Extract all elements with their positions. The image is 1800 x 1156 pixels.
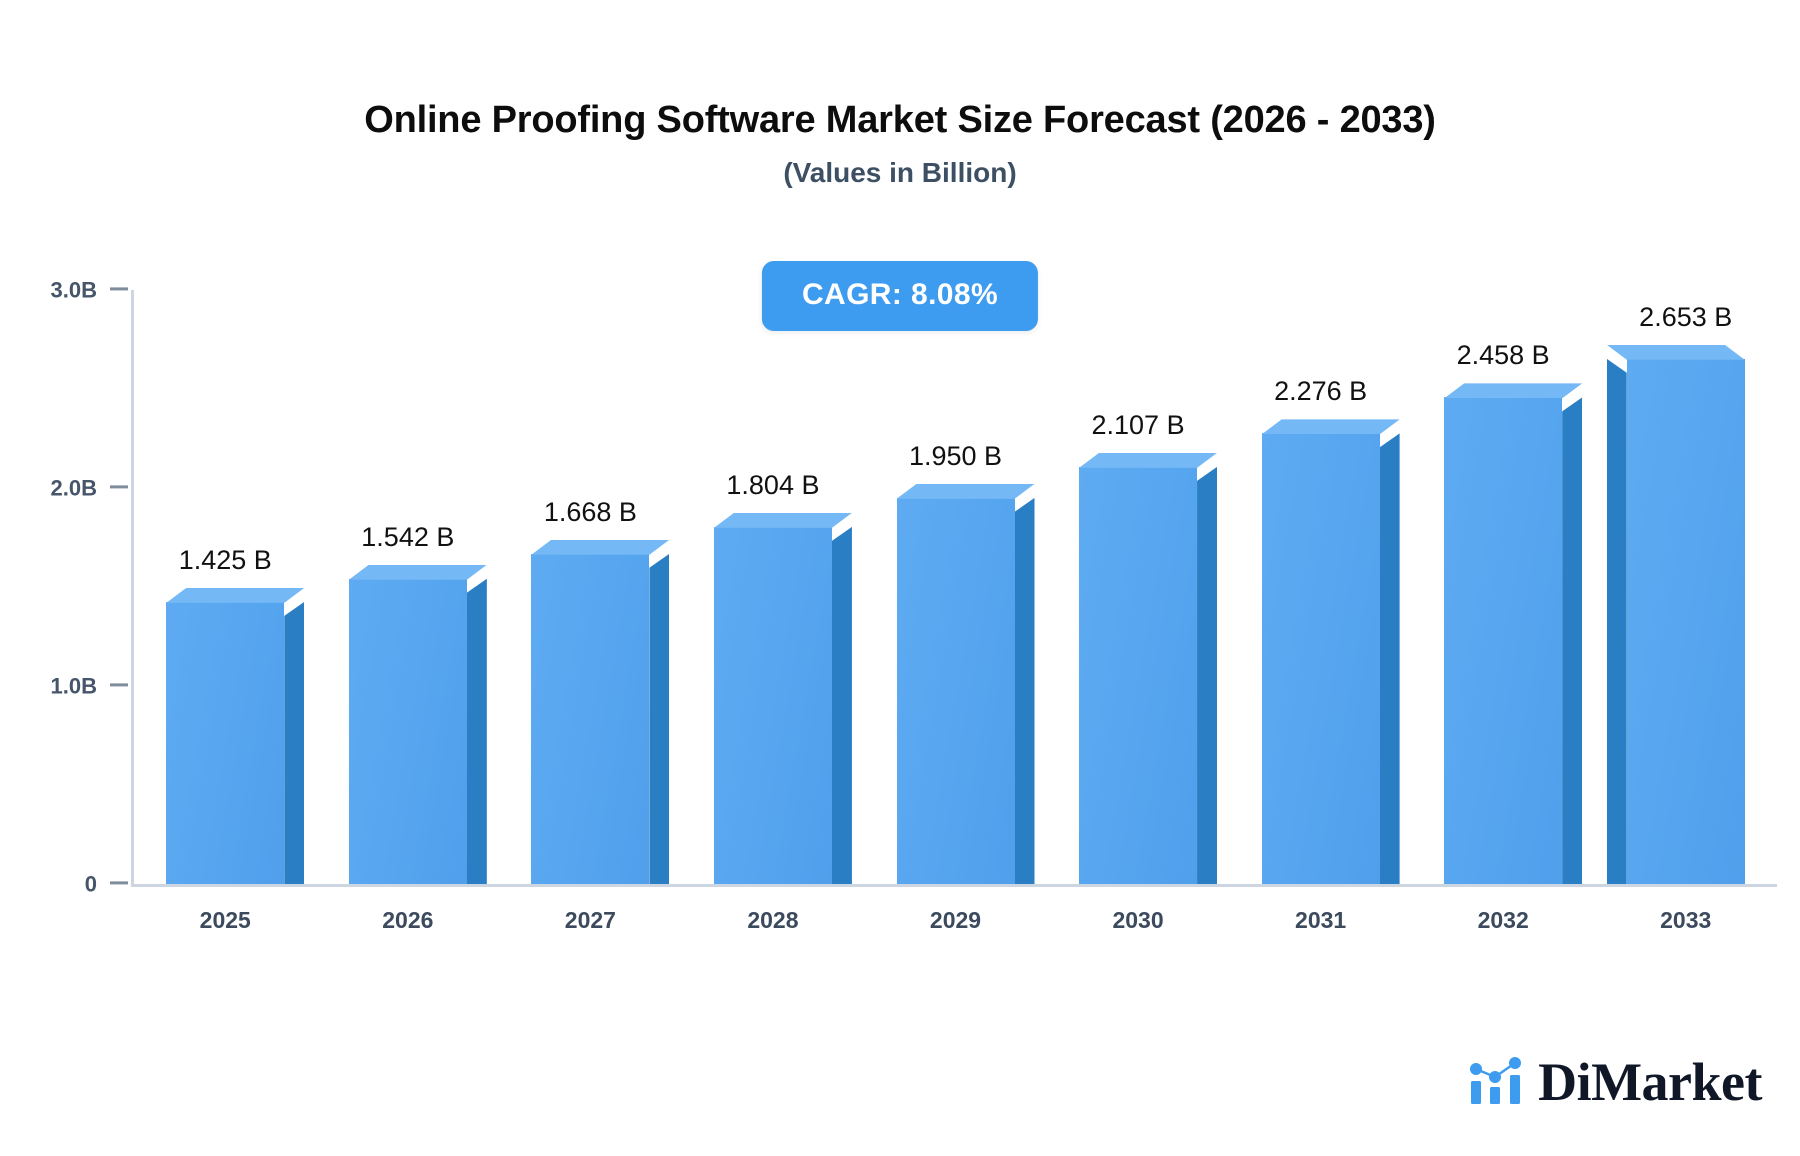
bar-side-face (831, 526, 852, 884)
bar-column[interactable]: 1.668 B (531, 290, 670, 884)
bar-top-face (1262, 419, 1400, 434)
bar-top-face (1444, 383, 1582, 398)
bar-value-label: 1.542 B (361, 521, 455, 552)
bar[interactable] (348, 578, 487, 884)
bar-side-face (1562, 397, 1583, 884)
chart-title: Online Proofing Software Market Size For… (364, 99, 1436, 141)
bar-value-label: 1.668 B (543, 496, 637, 527)
bar-side-face (649, 553, 670, 884)
y-axis-tick: 2.0B (0, 474, 128, 501)
cagr-badge: CAGR: 8.08% (761, 261, 1039, 331)
bar-column[interactable]: 2.458 B (1444, 290, 1583, 884)
bar-top-face (349, 565, 487, 580)
bar-value-label: 2.653 B (1639, 301, 1733, 332)
y-axis-tick: 1.0B (0, 672, 128, 699)
bar-value-label: 1.950 B (908, 440, 1003, 471)
x-axis-tick-label: 2028 (747, 907, 799, 933)
bar-front-face (713, 526, 832, 884)
bar-column[interactable]: 1.804 B (713, 290, 852, 884)
bar-top-face (1607, 345, 1745, 360)
bar[interactable] (166, 601, 305, 884)
y-axis-tick-label: 3.0B (50, 277, 97, 303)
bar-front-face (896, 497, 1015, 884)
bar-chart-icon (1468, 1052, 1524, 1111)
title-block: Online Proofing Software Market Size For… (0, 99, 1800, 189)
brand-logo: DiMarket (1468, 1052, 1762, 1111)
x-axis-tick-label: 2026 (382, 907, 434, 933)
bar[interactable] (713, 526, 852, 884)
y-axis-tick-mark (110, 683, 128, 687)
x-axis-tick-label: 2032 (1477, 907, 1529, 933)
bar[interactable] (1606, 358, 1745, 884)
bar-side-face (1014, 497, 1035, 884)
bar-top-face (166, 588, 304, 603)
x-axis-tick-label: 2031 (1295, 907, 1347, 933)
bar-column[interactable]: 1.950 B (896, 290, 1035, 884)
y-axis-tick-mark (110, 287, 128, 291)
bar-front-face (348, 578, 467, 884)
y-axis-tick-label: 0 (84, 871, 97, 897)
bar[interactable] (1444, 397, 1583, 884)
bar-front-face (1626, 358, 1745, 884)
x-axis-tick-label: 2029 (929, 907, 982, 933)
bar-value-label: 2.458 B (1456, 340, 1550, 371)
bar-side-face (466, 578, 487, 884)
y-axis-tick-label: 1.0B (50, 673, 97, 699)
y-axis-line (131, 290, 134, 885)
x-axis-tick-label: 2030 (1112, 907, 1164, 933)
chart-subtitle: (Values in Billion) (783, 156, 1017, 188)
bar-top-face (531, 540, 669, 555)
bar-series: 1.425 B 1.542 B 1.668 B 1.804 B 1.950 B 2.107… (134, 290, 1777, 884)
bar-column[interactable]: 2.653 B (1606, 290, 1745, 884)
bar-column[interactable]: 1.425 B (166, 290, 305, 884)
bar-value-label: 1.804 B (726, 469, 820, 500)
y-axis-tick-mark (110, 881, 128, 885)
bar-column[interactable]: 1.542 B (348, 290, 487, 884)
bar-side-face (1379, 433, 1400, 884)
bar[interactable] (531, 553, 670, 884)
bar-column[interactable]: 2.107 B (1079, 290, 1218, 884)
bar-front-face (531, 553, 650, 884)
y-axis-tick: 3.0B (0, 276, 128, 303)
logo-wordmark: DiMarket (1538, 1051, 1762, 1112)
bar[interactable] (1079, 466, 1218, 884)
y-axis-tick-label: 2.0B (50, 475, 97, 501)
x-axis-tick-label: 2025 (199, 907, 251, 933)
bar-value-label: 2.107 B (1091, 409, 1185, 440)
bar-front-face (1079, 466, 1198, 884)
bar-top-face (1079, 453, 1217, 468)
x-axis-tick-label: 2027 (564, 907, 616, 933)
x-axis-tick-label: 2033 (1660, 907, 1712, 933)
bar-side-face (1606, 358, 1627, 884)
bar-front-face (1444, 397, 1563, 884)
bar-side-face (1197, 466, 1218, 884)
bar[interactable] (896, 497, 1035, 884)
bar-value-label: 1.425 B (178, 544, 272, 575)
y-axis-tick-mark (110, 485, 128, 489)
bar-side-face (284, 601, 305, 884)
bar-top-face (897, 484, 1035, 499)
bar-front-face (166, 601, 285, 884)
x-axis-line (131, 884, 1777, 887)
bar-top-face (714, 513, 852, 528)
y-axis-tick: 0 (0, 870, 128, 897)
bar-value-label: 2.276 B (1274, 376, 1368, 407)
bar[interactable] (1261, 433, 1400, 884)
bar-column[interactable]: 2.276 B (1261, 290, 1400, 884)
bar-front-face (1261, 433, 1380, 884)
